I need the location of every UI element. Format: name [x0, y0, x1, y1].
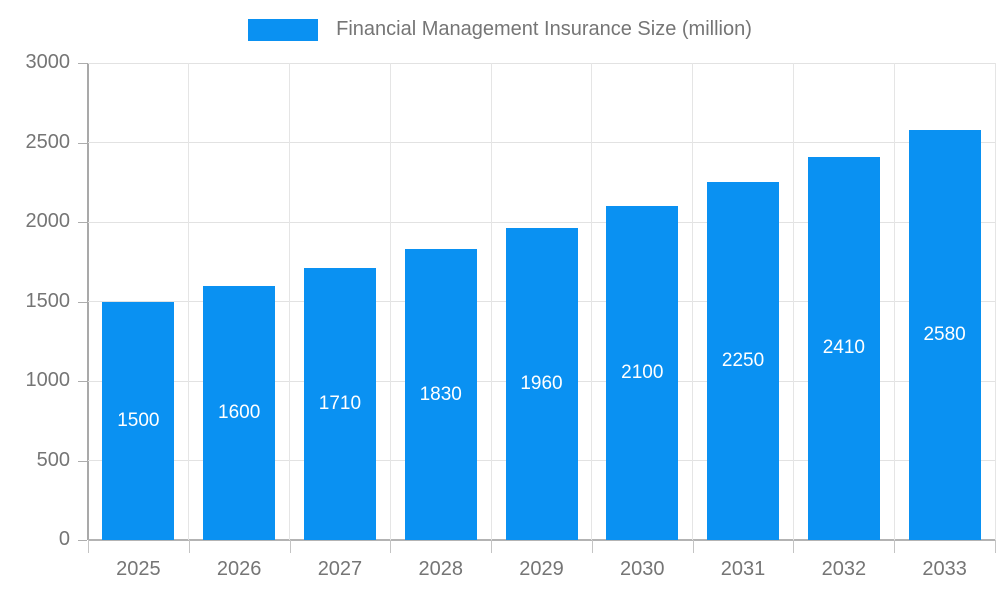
y-tick-label: 1000 [25, 369, 71, 391]
v-gridline [792, 63, 794, 540]
x-tick-mark [289, 540, 291, 553]
x-tick-label: 2030 [620, 558, 665, 580]
y-tick-mark [78, 540, 87, 541]
x-tick-label: 2031 [720, 558, 766, 580]
bar-2026[interactable]: 1600 [203, 285, 276, 540]
bar-value-label: 2250 [721, 350, 765, 372]
bar-2028[interactable]: 1830 [404, 249, 477, 540]
x-tick-mark [591, 540, 593, 553]
v-gridline [188, 63, 190, 540]
v-gridline [994, 63, 996, 540]
v-gridline [490, 63, 492, 540]
legend-swatch-icon [248, 18, 319, 41]
v-gridline [591, 63, 593, 540]
x-tick-mark [88, 540, 89, 553]
y-tick-label: 500 [36, 448, 70, 471]
bar-value-label: 1960 [520, 373, 563, 395]
v-gridline [389, 63, 391, 540]
bar-value-label: 1500 [117, 409, 160, 431]
bar-2025[interactable]: 1500 [102, 301, 175, 540]
bar-2030[interactable]: 2100 [606, 206, 679, 540]
bar-2027[interactable]: 1710 [303, 268, 376, 540]
y-tick-label: 3000 [25, 51, 71, 73]
h-gridline [88, 62, 995, 64]
y-tick-label: 2000 [25, 210, 71, 232]
bar-2029[interactable]: 1960 [505, 228, 578, 540]
bar-value-label: 2100 [621, 362, 664, 384]
y-tick-mark [78, 301, 87, 303]
x-tick-label: 2033 [922, 558, 967, 580]
y-tick-label: 1500 [25, 289, 71, 312]
v-gridline [289, 63, 291, 540]
bar-2033[interactable]: 2580 [908, 129, 981, 540]
y-tick-mark [78, 381, 87, 382]
bar-value-label: 2410 [822, 337, 865, 359]
x-axis-line [88, 539, 995, 541]
x-tick-label: 2025 [116, 558, 161, 580]
x-tick-label: 2026 [216, 558, 262, 580]
y-tick-label: 0 [58, 528, 70, 550]
v-gridline [692, 63, 694, 540]
x-tick-mark [995, 540, 996, 553]
y-tick-mark [78, 460, 87, 462]
y-tick-label: 2500 [25, 130, 71, 153]
x-tick-mark [491, 540, 493, 553]
x-tick-mark [793, 540, 795, 553]
x-tick-label: 2032 [821, 558, 867, 580]
x-tick-mark [894, 540, 896, 553]
x-tick-label: 2029 [519, 558, 564, 580]
bar-value-label: 1710 [318, 393, 362, 415]
bar-2032[interactable]: 2410 [807, 156, 880, 540]
x-tick-label: 2028 [418, 558, 463, 580]
legend-label: Financial Management Insurance Size (mil… [336, 18, 752, 40]
bar-value-label: 1830 [419, 383, 462, 405]
x-tick-mark [390, 540, 392, 553]
y-tick-mark [78, 222, 87, 223]
x-tick-mark [692, 540, 694, 553]
h-gridline [88, 221, 995, 223]
bar-value-label: 1600 [218, 401, 261, 423]
x-tick-mark [188, 540, 190, 553]
v-gridline [893, 63, 895, 540]
y-tick-mark [78, 142, 87, 144]
bar-2031[interactable]: 2250 [707, 182, 780, 540]
bar-value-label: 2580 [923, 323, 966, 345]
plot-area: 1500 1600 1710 1830 1960 2100 2250 2410 2580 [87, 62, 996, 541]
x-tick-label: 2027 [317, 558, 363, 580]
legend[interactable]: Financial Management Insurance Size (mil… [0, 18, 1000, 41]
y-tick-mark [78, 63, 87, 64]
h-gridline [88, 142, 995, 143]
